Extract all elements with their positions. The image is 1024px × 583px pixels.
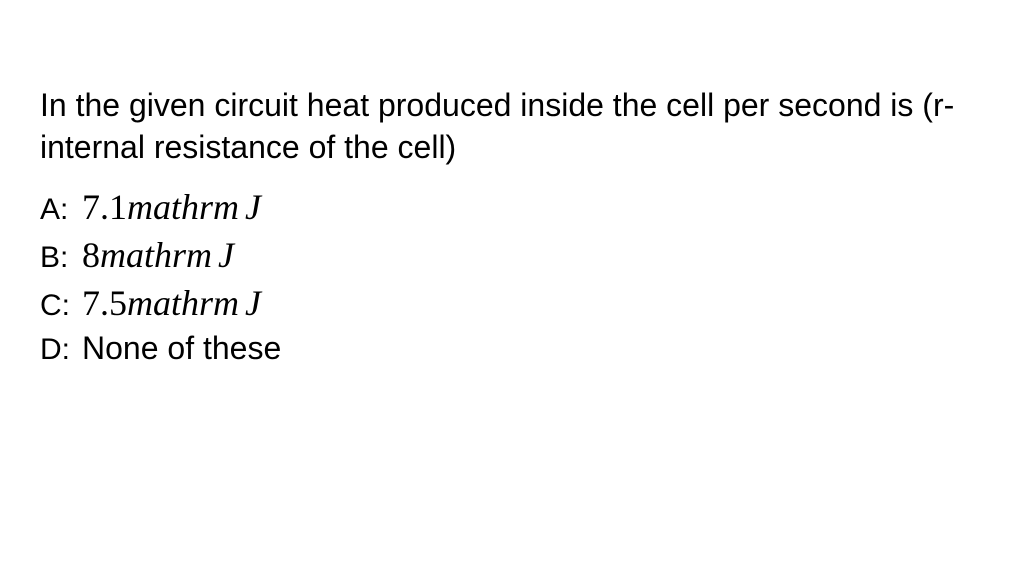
option-b-mathrm: mathrm bbox=[100, 235, 212, 275]
option-value-c: 7.5mathrmJ bbox=[82, 282, 261, 324]
option-c: C: 7.5mathrmJ bbox=[40, 282, 984, 324]
option-a-mathrm: mathrm bbox=[127, 187, 239, 227]
option-a: A: 7.1mathrmJ bbox=[40, 186, 984, 228]
option-letter-c: C: bbox=[40, 289, 72, 323]
option-value-b: 8mathrmJ bbox=[82, 234, 234, 276]
option-c-number: 7.5 bbox=[82, 283, 127, 323]
option-letter-b: B: bbox=[40, 241, 72, 275]
question-text: In the given circuit heat produced insid… bbox=[40, 85, 984, 168]
option-letter-a: A: bbox=[40, 193, 72, 227]
option-c-mathrm: mathrm bbox=[127, 283, 239, 323]
option-a-unit: J bbox=[245, 187, 261, 227]
option-a-number: 7.1 bbox=[82, 187, 127, 227]
option-b: B: 8mathrmJ bbox=[40, 234, 984, 276]
option-c-unit: J bbox=[245, 283, 261, 323]
option-b-number: 8 bbox=[82, 235, 100, 275]
option-d: D: None of these bbox=[40, 330, 984, 367]
option-letter-d: D: bbox=[40, 333, 72, 367]
options-container: A: 7.1mathrmJ B: 8mathrmJ C: 7.5mathrmJ … bbox=[40, 186, 984, 367]
option-b-unit: J bbox=[218, 235, 234, 275]
option-value-a: 7.1mathrmJ bbox=[82, 186, 261, 228]
option-value-d: None of these bbox=[82, 330, 281, 367]
